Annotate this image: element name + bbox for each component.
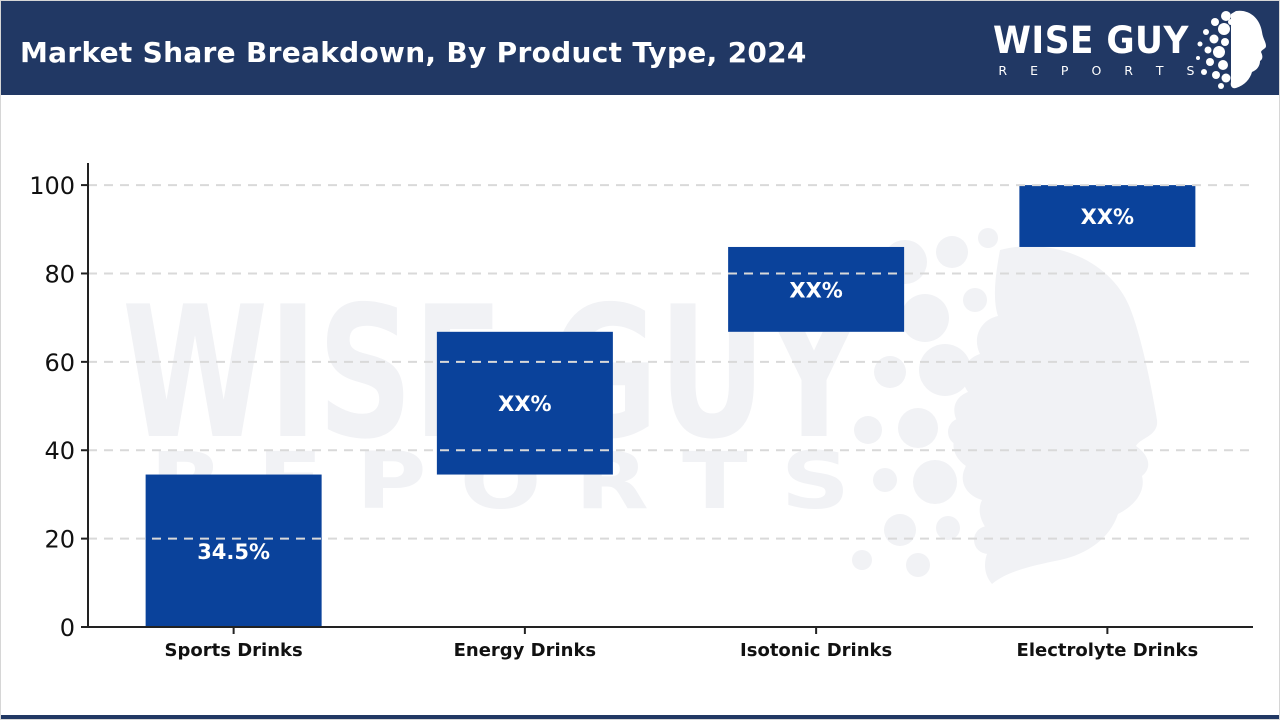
brand-name: WISE GUY xyxy=(993,18,1190,62)
watermark-dot xyxy=(874,356,906,388)
watermark-dot xyxy=(898,408,938,448)
watermark-dot xyxy=(963,288,987,312)
y-tick-label-40: 40 xyxy=(44,437,75,465)
y-tick-label-0: 0 xyxy=(60,614,75,642)
watermark-dot xyxy=(996,294,1008,306)
bar-value-label-electrolyte-drinks: XX% xyxy=(1081,205,1134,229)
y-tick-label-80: 80 xyxy=(44,260,75,288)
category-label-isotonic-drinks: Isotonic Drinks xyxy=(740,640,892,661)
watermark-dot xyxy=(919,344,971,396)
watermark-dot xyxy=(901,294,949,342)
bar-sports-drinks xyxy=(145,474,322,627)
watermark-dot xyxy=(854,416,882,444)
watermark-dot xyxy=(948,418,976,446)
brand-logo: WISE GUY R E P O R T S xyxy=(993,4,1268,92)
watermark-dot xyxy=(1001,335,1011,345)
y-tick-label-20: 20 xyxy=(44,526,75,554)
bar-value-label-energy-drinks: XX% xyxy=(498,392,551,416)
y-tick-label-100: 100 xyxy=(29,172,75,200)
brand-subtitle: R E P O R T S xyxy=(998,62,1204,78)
bar-value-label-sports-drinks: 34.5% xyxy=(197,540,270,564)
brand-logo-text: WISE GUY R E P O R T S xyxy=(993,22,1204,78)
watermark-head-icon xyxy=(953,246,1158,585)
watermark-dot xyxy=(936,236,968,268)
watermark-dot xyxy=(936,516,960,540)
watermark-dot xyxy=(852,550,872,570)
category-label-sports-drinks: Sports Drinks xyxy=(165,640,303,661)
watermark-dot xyxy=(906,553,930,577)
brand-head-icon xyxy=(1196,10,1266,89)
header-bar: Market Share Breakdown, By Product Type,… xyxy=(0,0,1280,95)
page-title: Market Share Breakdown, By Product Type,… xyxy=(20,36,807,69)
watermark-dot xyxy=(974,526,1002,554)
category-label-energy-drinks: Energy Drinks xyxy=(454,640,597,661)
bar-value-label-isotonic-drinks: XX% xyxy=(789,278,842,302)
watermark-dot xyxy=(965,460,985,480)
bar-isotonic-drinks xyxy=(728,246,905,332)
watermark-dot xyxy=(913,460,957,504)
watermark-dot xyxy=(873,468,897,492)
y-tick-label-60: 60 xyxy=(44,349,75,377)
bar-electrolyte-drinks xyxy=(1019,185,1196,247)
footer-bar xyxy=(0,715,1280,720)
watermark-dot xyxy=(978,228,998,248)
category-label-electrolyte-drinks: Electrolyte Drinks xyxy=(1017,640,1199,661)
